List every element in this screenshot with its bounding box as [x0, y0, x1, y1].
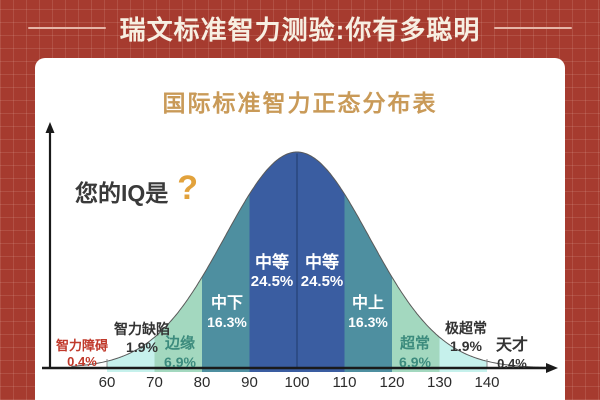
segment-area-130-140: [439, 337, 487, 372]
chart-card: 国际标准智力正态分布表 您的IQ是 ? 智力障碍 0.4% 智力缺陷 1.9% 边缘 6.…: [35, 58, 565, 400]
chart-title: 国际标准智力正态分布表: [162, 90, 438, 116]
segment-area-120-130: [392, 277, 440, 372]
page-title: 瑞文标准智力测验:你有多聪明: [119, 14, 481, 45]
page-header: 瑞文标准智力测验:你有多聪明: [0, 0, 600, 56]
segment-area-80-90: [202, 194, 250, 372]
x-axis-arrow-icon: [546, 363, 558, 373]
distribution-curve-svg: [42, 122, 558, 373]
segment-area-110-120: [344, 194, 392, 372]
segment-area-60-70: [107, 337, 155, 372]
y-axis-arrow-icon: [45, 122, 55, 133]
segment-area-100-110: [297, 152, 345, 372]
iq-prompt-text: 您的IQ是: [75, 180, 169, 206]
segment-area-<60: [71, 361, 107, 372]
header-decor-line-left: [27, 27, 106, 29]
segment-area-70-80: [154, 277, 202, 372]
iq-prompt: 您的IQ是 ?: [75, 169, 199, 208]
header-decor-line-right: [494, 27, 573, 29]
curve-outline: [71, 151, 547, 368]
question-mark-icon: ?: [177, 169, 199, 207]
segment-area->140: [487, 361, 547, 372]
segment-area-90-100: [249, 152, 297, 372]
